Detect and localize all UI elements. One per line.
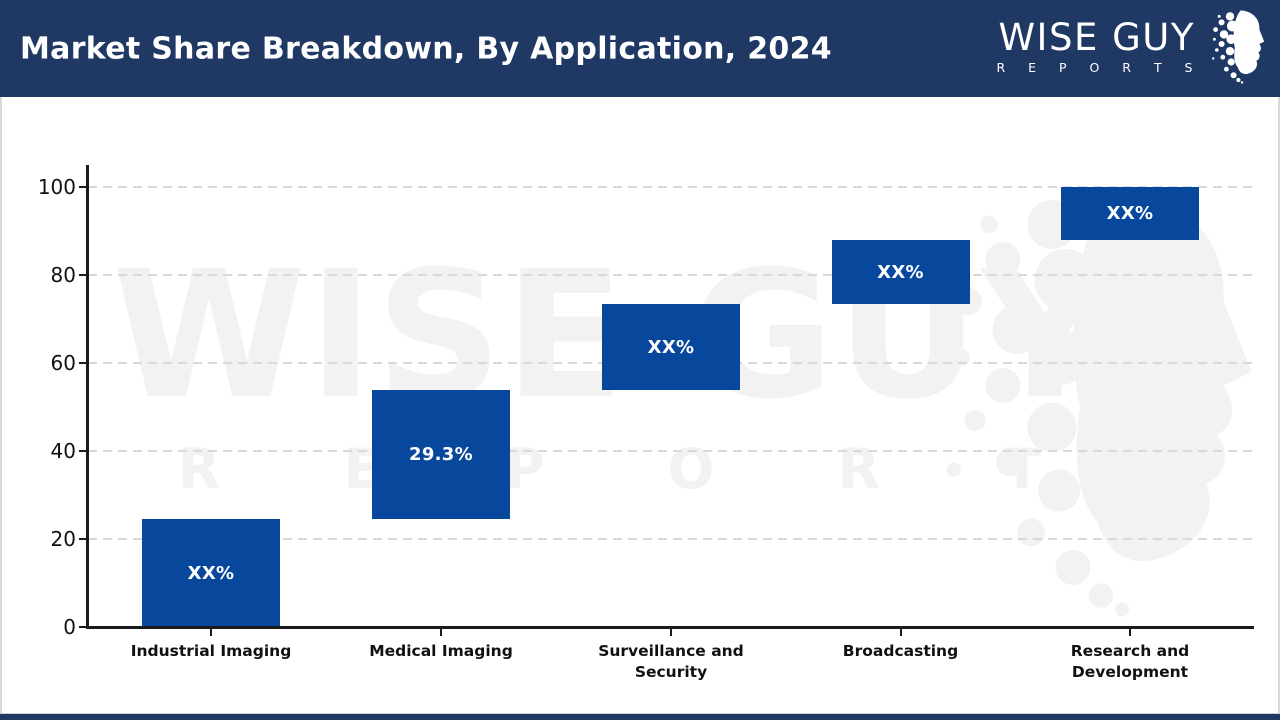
- gridline: [88, 186, 1254, 188]
- gridline: [88, 274, 1254, 276]
- logo-wordmark: WISE GUY: [998, 15, 1195, 59]
- bar-segment: XX%: [142, 519, 280, 627]
- bar-value-label: 29.3%: [409, 444, 473, 466]
- y-axis-line: [86, 165, 89, 629]
- bar-value-label: XX%: [647, 336, 695, 358]
- x-category-label: Medical Imaging: [369, 642, 513, 660]
- y-tick-label: 20: [50, 527, 76, 551]
- x-axis-line: [86, 626, 1254, 629]
- wiseguy-face-logo-icon: [1206, 6, 1266, 88]
- y-tick-label: 80: [50, 263, 76, 287]
- wiseguy-logo: WISE GUY R E P O R T S: [991, 6, 1266, 88]
- x-category-label: Surveillance and Security: [598, 642, 744, 681]
- y-tick: [79, 450, 88, 452]
- x-tick: [1129, 627, 1131, 636]
- y-tick-label: 60: [50, 351, 76, 375]
- bar-value-label: XX%: [1106, 202, 1154, 224]
- bar-segment: 29.3%: [372, 390, 510, 520]
- x-tick: [670, 627, 672, 636]
- y-tick-label: 100: [37, 175, 76, 199]
- y-tick: [79, 362, 88, 364]
- bar-segment: XX%: [602, 304, 740, 391]
- bar-segment: XX%: [831, 239, 970, 305]
- logo-subtitle: R E P O R T S: [996, 60, 1202, 76]
- wiseguy-logo-text: WISE GUY R E P O R T S: [991, 15, 1202, 76]
- x-tick: [440, 627, 442, 636]
- header-bar: Market Share Breakdown, By Application, …: [0, 0, 1280, 97]
- y-tick: [79, 186, 88, 188]
- gridline: [88, 538, 1254, 540]
- gridline: [88, 450, 1254, 452]
- bar-value-label: XX%: [877, 261, 924, 283]
- y-tick: [79, 274, 88, 276]
- y-tick-label: 40: [50, 439, 76, 463]
- y-tick-label: 0: [63, 615, 76, 639]
- bar-segment: XX%: [1061, 187, 1199, 240]
- x-category-label: Research and Development: [1070, 642, 1190, 681]
- x-category-label: Industrial Imaging: [130, 642, 292, 660]
- x-tick: [210, 627, 212, 636]
- page-title: Market Share Breakdown, By Application, …: [20, 31, 832, 66]
- y-tick: [79, 538, 88, 540]
- x-tick: [899, 627, 902, 636]
- footer-strip: [0, 714, 1280, 720]
- y-tick: [79, 626, 88, 628]
- x-category-label: Broadcasting: [842, 642, 959, 660]
- bar-value-label: XX%: [187, 562, 235, 584]
